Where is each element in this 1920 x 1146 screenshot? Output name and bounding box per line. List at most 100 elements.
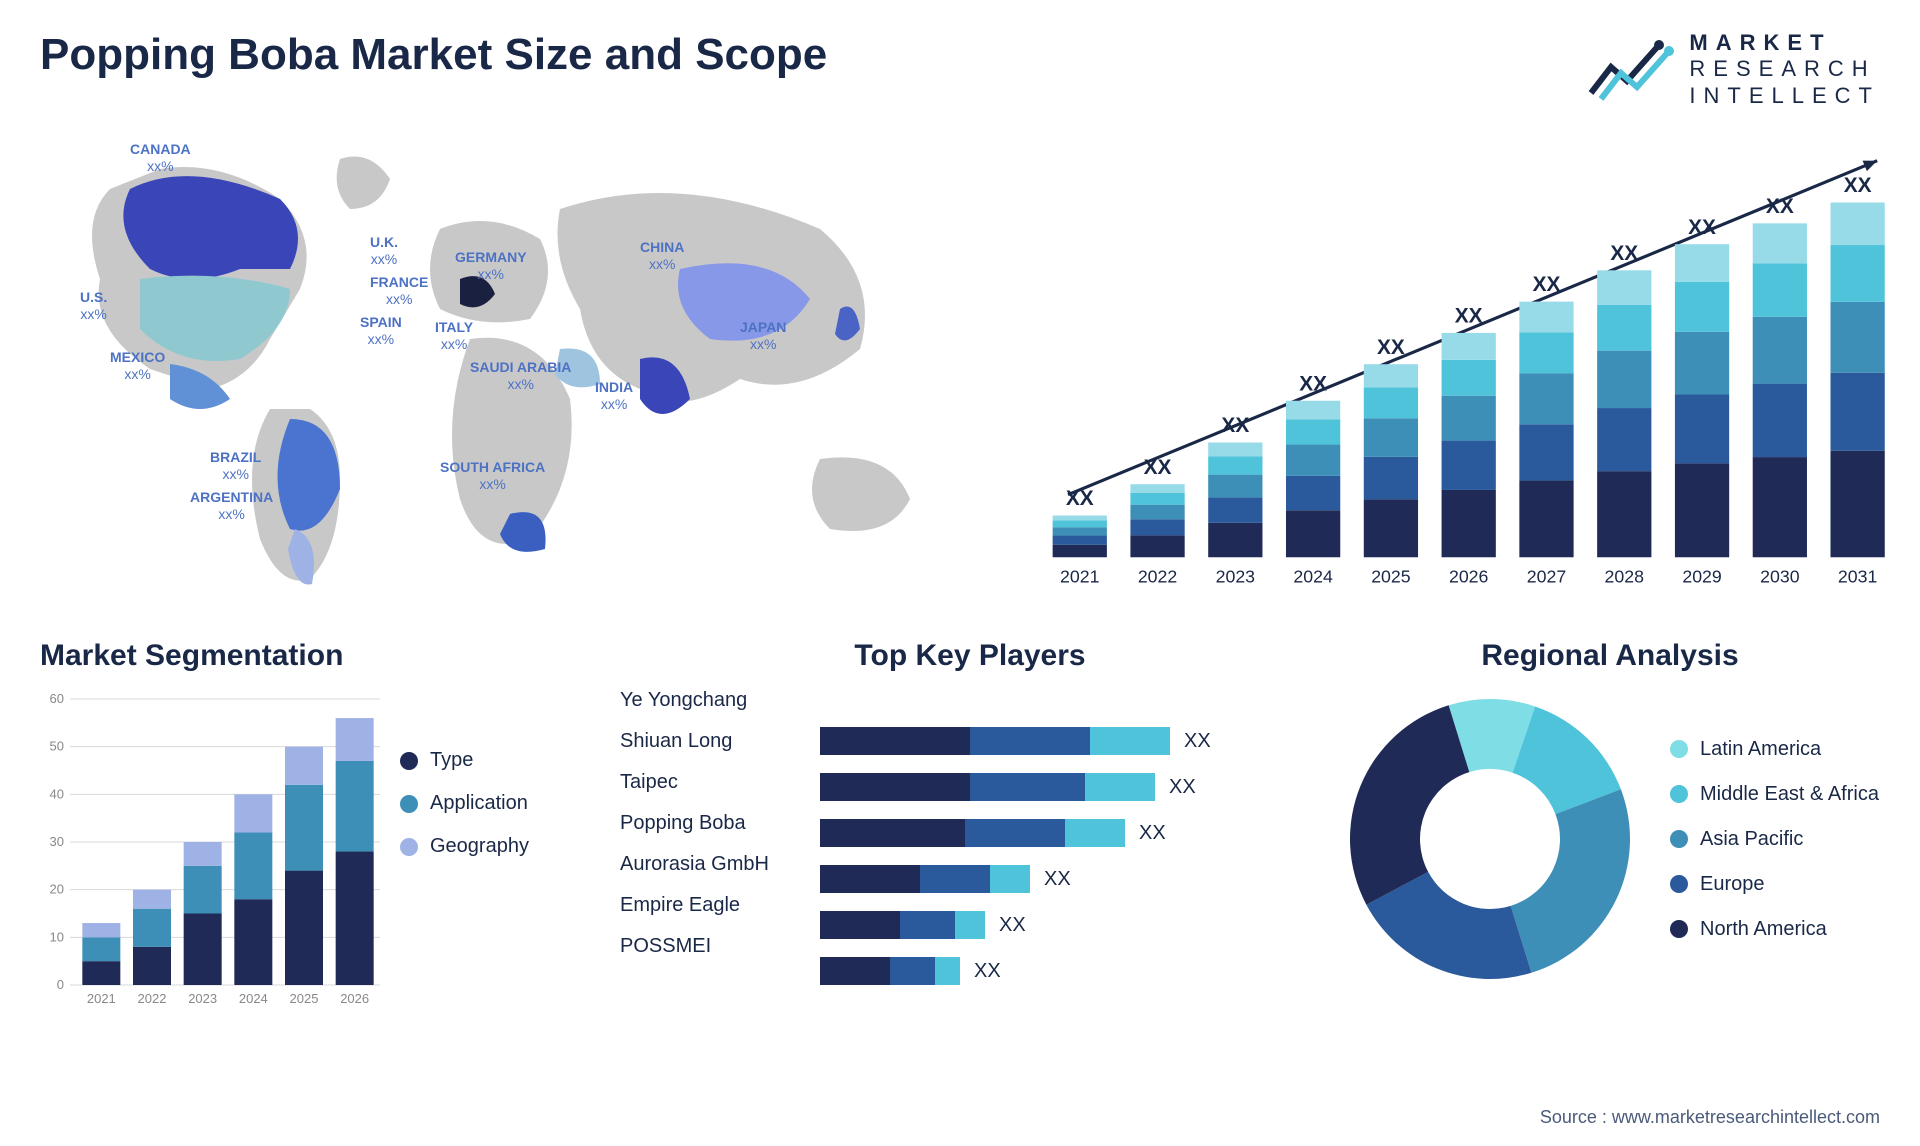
player-bar-row: XX — [820, 865, 1320, 893]
player-bar-segment — [1065, 819, 1125, 847]
player-value: XX — [1044, 868, 1071, 891]
legend-item: Type — [400, 749, 600, 772]
svg-text:2021: 2021 — [1060, 566, 1099, 586]
svg-text:XX: XX — [1844, 174, 1872, 197]
regional-legend: Latin AmericaMiddle East & AfricaAsia Pa… — [1670, 738, 1880, 941]
player-bar-segment — [820, 773, 970, 801]
map-label: ITALYxx% — [435, 319, 473, 353]
map-label: BRAZILxx% — [210, 449, 261, 483]
player-bar-segment — [820, 727, 970, 755]
player-name: Empire Eagle — [620, 894, 800, 917]
svg-text:2030: 2030 — [1760, 566, 1800, 586]
player-bar-row: XX — [820, 911, 1320, 939]
svg-text:XX: XX — [1144, 456, 1172, 479]
legend-item: Europe — [1670, 873, 1880, 896]
legend-label: Geography — [430, 835, 529, 858]
player-value: XX — [1184, 730, 1211, 753]
map-label: SPAINxx% — [360, 314, 402, 348]
map-label: SAUDI ARABIAxx% — [470, 359, 571, 393]
map-label: CHINAxx% — [640, 239, 684, 273]
svg-text:30: 30 — [50, 834, 64, 849]
map-label: FRANCExx% — [370, 274, 428, 308]
legend-item: Geography — [400, 835, 600, 858]
player-bar-segment — [970, 773, 1085, 801]
segmentation-chart: 0102030405060202120222023202420252026 — [40, 689, 380, 1009]
player-bar-list: XXXXXXXXXXXX — [820, 689, 1320, 985]
svg-text:2031: 2031 — [1838, 566, 1877, 586]
player-name: Shiuan Long — [620, 730, 800, 753]
player-name: Aurorasia GmbH — [620, 853, 800, 876]
player-bar-segment — [990, 865, 1030, 893]
logo-text-2: RESEARCH — [1689, 56, 1880, 82]
svg-text:50: 50 — [50, 739, 64, 754]
svg-text:2026: 2026 — [340, 991, 369, 1006]
player-bar-segment — [820, 911, 900, 939]
player-value: XX — [1169, 776, 1196, 799]
legend-dot-icon — [1670, 830, 1688, 848]
svg-text:XX: XX — [1377, 336, 1405, 359]
legend-dot-icon — [1670, 785, 1688, 803]
player-bar-segment — [970, 727, 1090, 755]
svg-text:2026: 2026 — [1449, 566, 1489, 586]
legend-item: Asia Pacific — [1670, 828, 1880, 851]
player-bar-row: XX — [820, 727, 1320, 755]
player-bar-segment — [820, 819, 965, 847]
legend-dot-icon — [1670, 920, 1688, 938]
map-label: MEXICOxx% — [110, 349, 165, 383]
svg-text:2021: 2021 — [87, 991, 116, 1006]
player-bar-segment — [900, 911, 955, 939]
player-bar-segment — [1090, 727, 1170, 755]
player-value: XX — [974, 960, 1001, 983]
map-label: U.K.xx% — [370, 234, 398, 268]
svg-text:2022: 2022 — [138, 991, 167, 1006]
segmentation-legend: Type Application Geography — [400, 689, 600, 1009]
legend-label: North America — [1700, 918, 1827, 941]
legend-dot-icon — [1670, 740, 1688, 758]
player-value: XX — [1139, 822, 1166, 845]
regional-donut-chart — [1340, 689, 1640, 989]
player-bar-segment — [935, 957, 960, 985]
player-bar-segment — [890, 957, 935, 985]
player-name: Ye Yongchang — [620, 689, 800, 712]
legend-label: Asia Pacific — [1700, 828, 1803, 851]
map-label: GERMANYxx% — [455, 249, 527, 283]
map-label: SOUTH AFRICAxx% — [440, 459, 545, 493]
brand-logo: MARKET RESEARCH INTELLECT — [1587, 30, 1880, 109]
player-value: XX — [999, 914, 1026, 937]
segmentation-panel: Market Segmentation 01020304050602021202… — [40, 639, 600, 1009]
legend-label: Europe — [1700, 873, 1765, 896]
legend-dot-icon — [400, 752, 418, 770]
segmentation-title: Market Segmentation — [40, 639, 600, 673]
map-label: JAPANxx% — [740, 319, 786, 353]
svg-text:2025: 2025 — [1371, 566, 1411, 586]
key-players-title: Top Key Players — [620, 639, 1320, 673]
player-bar-row: XX — [820, 819, 1320, 847]
svg-text:XX: XX — [1766, 195, 1794, 218]
svg-text:2024: 2024 — [1293, 566, 1333, 586]
regional-title: Regional Analysis — [1340, 639, 1880, 673]
legend-item: Application — [400, 792, 600, 815]
map-label: CANADAxx% — [130, 141, 191, 175]
legend-dot-icon — [1670, 875, 1688, 893]
logo-text-1: MARKET — [1689, 30, 1880, 56]
svg-text:XX: XX — [1688, 216, 1716, 239]
legend-label: Middle East & Africa — [1700, 783, 1879, 806]
page-title: Popping Boba Market Size and Scope — [40, 30, 827, 80]
regional-panel: Regional Analysis Latin AmericaMiddle Ea… — [1340, 639, 1880, 1009]
legend-item: Middle East & Africa — [1670, 783, 1880, 806]
svg-text:XX: XX — [1299, 372, 1327, 395]
player-name: POSSMEI — [620, 935, 800, 958]
svg-text:0: 0 — [57, 977, 64, 992]
svg-text:2022: 2022 — [1138, 566, 1177, 586]
player-bar-segment — [955, 911, 985, 939]
player-name: Taipec — [620, 771, 800, 794]
svg-text:XX: XX — [1066, 487, 1094, 510]
map-label: U.S.xx% — [80, 289, 107, 323]
svg-text:XX: XX — [1455, 305, 1483, 328]
player-bar-segment — [920, 865, 990, 893]
logo-icon — [1587, 33, 1675, 107]
legend-label: Type — [430, 749, 473, 772]
legend-label: Application — [430, 792, 528, 815]
key-players-panel: Top Key Players Ye Yongchang Shiuan Long T… — [620, 639, 1320, 1009]
map-label: INDIAxx% — [595, 379, 633, 413]
